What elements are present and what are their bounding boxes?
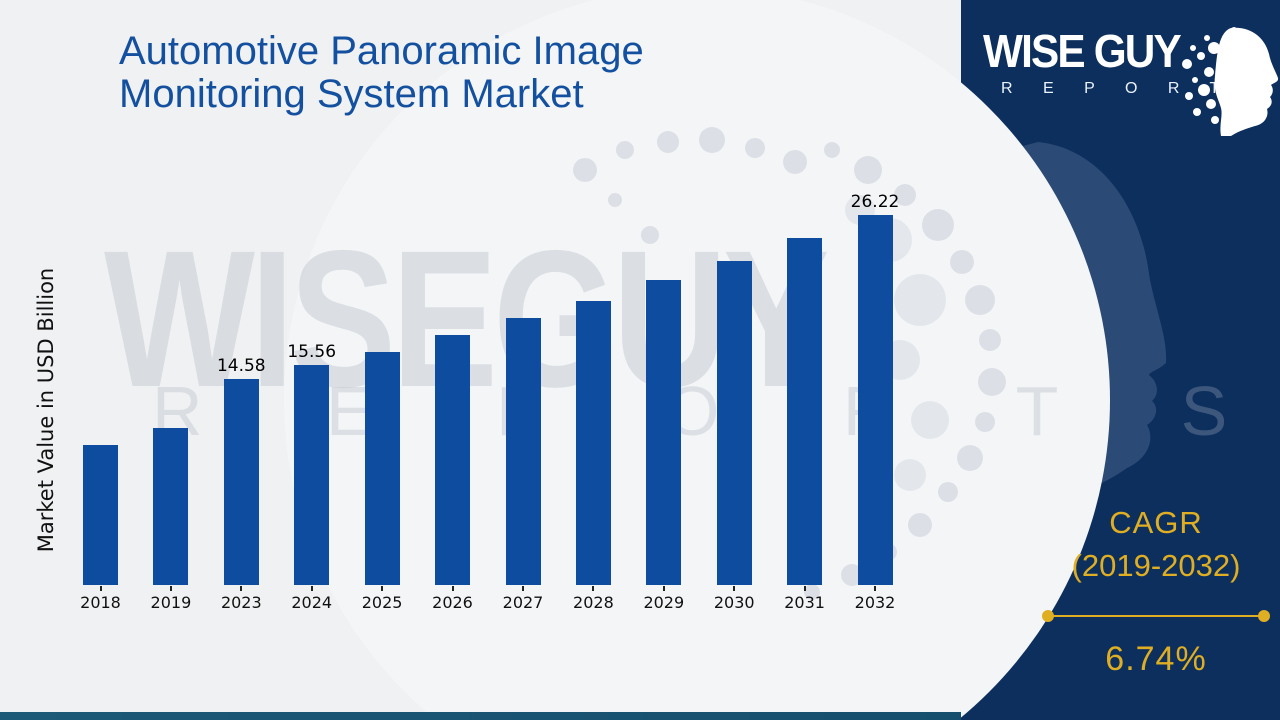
x-axis-tick — [803, 586, 806, 591]
x-axis-tick — [99, 586, 102, 591]
page-title: Automotive Panoramic Image Monitoring Sy… — [119, 29, 644, 116]
cagr-range: (2019-2032) — [1071, 548, 1241, 583]
x-tick-label: 2018 — [80, 593, 121, 612]
bar-2018 — [83, 445, 118, 585]
x-axis-tick — [451, 586, 454, 591]
bar-value-label: 26.22 — [850, 192, 900, 212]
cagr-label: CAGR — [1109, 505, 1203, 540]
bar-value-label: 15.56 — [287, 342, 337, 363]
wise-guy-reports-logo: WISE GUY R E P O R T S — [983, 24, 1279, 136]
watermark-reports: R E P O R T S — [152, 372, 1280, 450]
cagr-divider-line — [1048, 615, 1264, 617]
background-circle — [284, 0, 1110, 720]
x-tick-label: 2029 — [643, 593, 685, 612]
x-axis-tick — [592, 586, 595, 591]
bottom-accent-bar — [0, 712, 961, 720]
x-tick-label: 2027 — [502, 593, 544, 612]
bar-2029 — [646, 280, 682, 585]
bar-2023 — [223, 379, 259, 585]
bar-2031 — [787, 237, 823, 585]
logo-reports-text: R E P O R T S — [1001, 80, 1274, 97]
x-axis-tick — [662, 586, 665, 591]
logo-wordmark: WISE GUY — [983, 25, 1182, 77]
y-axis-label: Market Value in USD Billion — [34, 267, 58, 553]
x-tick-label: 2026 — [432, 593, 473, 612]
cagr-divider — [1042, 610, 1270, 622]
bar-2032 — [857, 215, 893, 585]
x-tick-label: 2025 — [361, 593, 403, 612]
x-tick-label: 2032 — [854, 593, 896, 612]
x-axis-tick — [522, 586, 524, 591]
x-tick-label: 2028 — [573, 593, 614, 612]
x-tick-label: 2019 — [150, 593, 192, 612]
x-tick-label: 2023 — [220, 593, 262, 612]
x-axis-tick — [240, 586, 243, 591]
cagr-block: CAGR (2019-2032) 6.74% — [1040, 505, 1272, 679]
bar-value-label: 14.58 — [216, 356, 266, 377]
x-axis-tick — [733, 586, 736, 591]
bar-2027 — [505, 318, 541, 585]
x-axis-tick — [310, 586, 313, 591]
bar-2025 — [364, 352, 400, 585]
bar-2024 — [294, 365, 330, 585]
cagr-divider-dot-left — [1042, 610, 1054, 622]
x-axis-tick — [874, 586, 876, 591]
bar-2030 — [716, 260, 752, 585]
head-profile-dots-icon — [1182, 27, 1279, 136]
bar-2026 — [435, 335, 470, 585]
x-axis-tick — [381, 586, 384, 591]
x-tick-label: 2030 — [713, 593, 755, 612]
bar-2028 — [575, 301, 611, 585]
x-tick-label: 2031 — [784, 593, 825, 612]
cagr-value: 6.74% — [1105, 640, 1207, 678]
x-axis-tick — [169, 586, 172, 591]
cagr-divider-dot-right — [1258, 610, 1270, 622]
bar-2019 — [153, 427, 189, 585]
x-tick-label: 2024 — [291, 593, 333, 612]
